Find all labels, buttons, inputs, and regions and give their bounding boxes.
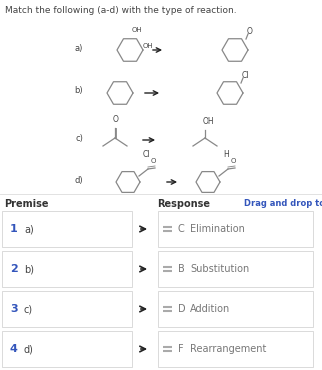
- Text: c): c): [24, 304, 33, 314]
- Text: O: O: [230, 158, 236, 164]
- Text: a): a): [75, 44, 83, 53]
- Text: 1: 1: [10, 224, 18, 234]
- Text: a): a): [24, 224, 34, 234]
- Text: Response: Response: [157, 199, 210, 209]
- Bar: [158, 211, 313, 247]
- Text: D: D: [178, 304, 185, 314]
- Text: 2: 2: [10, 264, 18, 274]
- Text: b): b): [74, 87, 83, 95]
- Text: d): d): [74, 175, 83, 185]
- Bar: [158, 291, 313, 327]
- Text: Addition: Addition: [190, 304, 230, 314]
- Text: O: O: [247, 27, 253, 36]
- Text: b): b): [24, 264, 34, 274]
- Bar: [158, 331, 313, 367]
- Text: H: H: [223, 150, 229, 159]
- Text: OH: OH: [132, 27, 143, 33]
- Text: c): c): [75, 134, 83, 142]
- Text: OH: OH: [203, 117, 215, 126]
- Text: d): d): [24, 344, 34, 354]
- Text: O: O: [150, 158, 156, 164]
- Text: Cl: Cl: [242, 71, 250, 80]
- Bar: [2, 331, 132, 367]
- Text: 3: 3: [10, 304, 18, 314]
- Text: Premise: Premise: [4, 199, 49, 209]
- Text: B: B: [178, 264, 185, 274]
- Text: OH: OH: [143, 43, 154, 49]
- Text: O: O: [113, 115, 119, 124]
- Bar: [158, 251, 313, 287]
- Bar: [2, 291, 132, 327]
- Text: Match the following (a-d) with the type of reaction.: Match the following (a-d) with the type …: [5, 6, 237, 15]
- Text: Rearrangement: Rearrangement: [190, 344, 266, 354]
- Text: Substitution: Substitution: [190, 264, 249, 274]
- Bar: [2, 251, 132, 287]
- Text: Drag and drop to match: Drag and drop to match: [244, 199, 322, 208]
- Text: Elimination: Elimination: [190, 224, 245, 234]
- Text: 4: 4: [10, 344, 18, 354]
- Text: Cl: Cl: [142, 150, 150, 159]
- Text: C: C: [178, 224, 185, 234]
- Bar: [2, 211, 132, 247]
- Text: F: F: [178, 344, 184, 354]
